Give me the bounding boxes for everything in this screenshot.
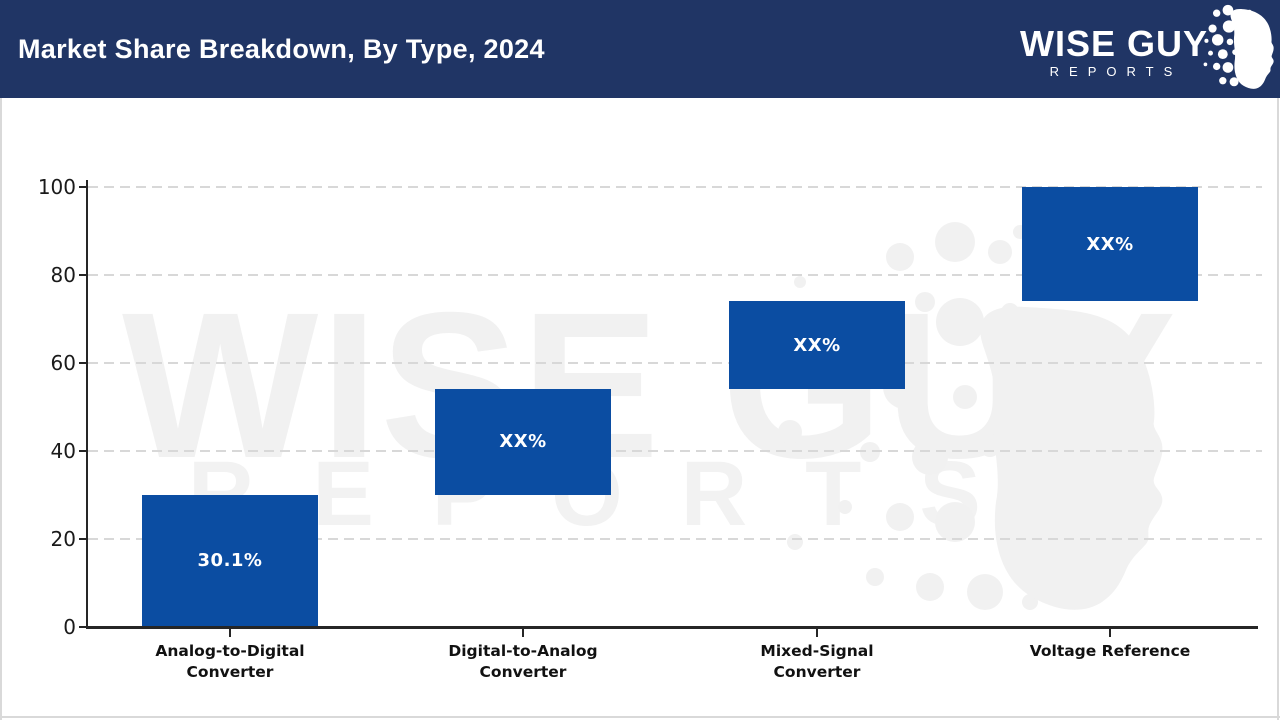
grid-line [88, 538, 1262, 540]
bar-value-label: XX% [793, 334, 841, 356]
x-tick-mark [229, 629, 231, 637]
bar-value-label: 30.1% [197, 550, 263, 572]
y-tick-mark [79, 274, 87, 276]
x-tick-mark [1109, 629, 1111, 637]
bottom-border [0, 716, 1280, 718]
x-category-label-line: Voltage Reference [1029, 642, 1191, 660]
y-tick-label: 60 [50, 351, 76, 375]
bar-value-label: XX% [1086, 233, 1134, 255]
x-category-label: Voltage Reference [960, 641, 1260, 662]
x-tick-mark [816, 629, 818, 637]
x-category-label-line: Digital-to-Analog [448, 642, 598, 660]
brand-logo: WISE GUY REPORTS [1020, 4, 1274, 92]
waterfall-bar: 30.1% [142, 494, 318, 627]
y-tick-mark [79, 450, 87, 452]
x-category-label-line: Converter [186, 662, 274, 681]
y-tick-mark [79, 186, 87, 188]
left-border [0, 98, 2, 720]
x-category-label-line: Mixed-Signal [760, 642, 874, 660]
x-category-label-line: Analog-to-Digital [155, 642, 305, 660]
x-tick-mark [522, 629, 524, 637]
y-tick-label: 40 [50, 439, 76, 463]
y-tick-label: 20 [50, 527, 76, 551]
right-border [1277, 98, 1279, 720]
brand-name: WISE GUY [1019, 22, 1208, 64]
y-tick-label: 0 [63, 615, 76, 639]
x-category-label: Digital-to-Analog Converter [373, 641, 673, 683]
y-tick-label: 100 [37, 175, 76, 199]
header: Market Share Breakdown, By Type, 2024 WI… [0, 0, 1280, 98]
brand-wordmark: WISE GUY REPORTS [1019, 22, 1208, 80]
grid-line [88, 450, 1262, 452]
y-axis-line [86, 180, 88, 628]
x-axis-line [86, 626, 1258, 629]
watermark-face [778, 222, 1163, 610]
x-category-label-line: Converter [479, 662, 567, 681]
page-title: Market Share Breakdown, By Type, 2024 [18, 33, 545, 64]
y-tick-mark [79, 538, 87, 540]
x-category-label-line: Converter [773, 662, 861, 681]
brand-face-icon [1203, 4, 1274, 89]
y-tick-mark [79, 626, 87, 628]
bar-value-label: XX% [499, 431, 547, 453]
y-tick-label: 80 [50, 263, 76, 287]
waterfall-bar: XX% [1022, 187, 1198, 302]
grid-line [88, 274, 1262, 276]
waterfall-bar: XX% [729, 301, 905, 390]
x-category-label: Mixed-Signal Converter [667, 641, 967, 683]
grid-line [88, 186, 1262, 188]
waterfall-bar: XX% [435, 389, 611, 495]
brand-subtitle: REPORTS [1049, 64, 1183, 80]
y-tick-mark [79, 362, 87, 364]
x-category-label: Analog-to-Digital Converter [80, 641, 380, 683]
grid-line [88, 362, 1262, 364]
